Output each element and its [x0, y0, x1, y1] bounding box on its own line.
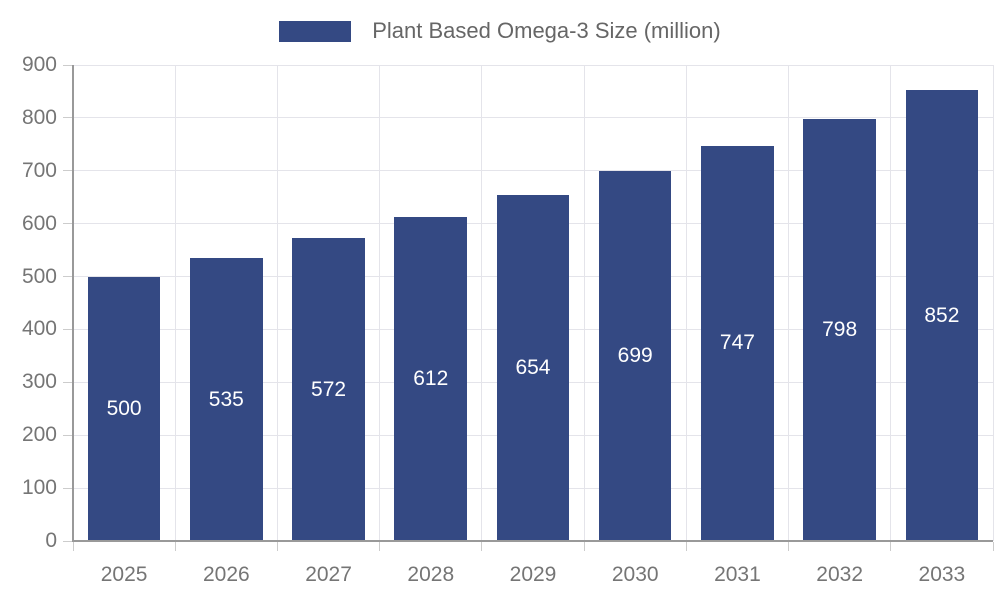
- bar-label: 535: [208, 387, 244, 411]
- bar-label: 654: [515, 356, 551, 380]
- y-axis-tick: [63, 276, 73, 278]
- x-axis-tick: [379, 542, 381, 551]
- y-axis-label: 300: [21, 370, 57, 394]
- bar[interactable]: 572: [292, 238, 365, 541]
- x-axis-tick: [788, 542, 790, 551]
- bar-label: 699: [617, 344, 653, 368]
- bar-label: 572: [311, 377, 347, 401]
- x-axis-tick: [174, 542, 176, 551]
- y-axis-tick: [63, 64, 73, 66]
- x-gridline: [174, 65, 176, 541]
- bar[interactable]: 654: [496, 195, 570, 541]
- bar[interactable]: 798: [803, 118, 876, 541]
- x-gridline: [992, 65, 994, 541]
- y-axis-tick: [63, 381, 73, 383]
- y-axis-label: 500: [21, 264, 57, 288]
- x-axis-label: 2027: [305, 563, 352, 586]
- x-axis-tick: [72, 542, 74, 551]
- x-axis-line: [73, 540, 993, 542]
- y-axis-label: 600: [21, 211, 57, 235]
- y-axis-label: 900: [21, 53, 57, 76]
- x-gridline: [890, 65, 892, 541]
- x-gridline: [481, 65, 483, 541]
- y-gridline: [73, 117, 993, 119]
- x-axis-label: 2030: [611, 563, 659, 586]
- x-axis-tick: [276, 542, 278, 551]
- bar[interactable]: 852: [905, 90, 979, 541]
- bar-label: 852: [924, 303, 960, 327]
- y-axis-label: 700: [21, 158, 57, 182]
- legend-label: Plant Based Omega-3 Size (million): [372, 18, 721, 43]
- x-gridline: [276, 65, 278, 541]
- bar-label: 612: [413, 367, 449, 391]
- legend-swatch: [279, 20, 352, 42]
- y-axis-tick: [63, 487, 73, 489]
- x-axis-tick: [481, 542, 483, 551]
- x-axis-label: 2032: [816, 563, 864, 586]
- y-axis-label: 400: [21, 317, 57, 341]
- x-axis-tick: [583, 542, 585, 551]
- bar-label: 500: [106, 396, 142, 420]
- y-axis-tick: [63, 117, 73, 119]
- x-axis-tick: [890, 542, 892, 551]
- x-gridline: [685, 65, 687, 541]
- x-axis-label: 2025: [100, 563, 148, 586]
- bar[interactable]: 500: [87, 276, 161, 541]
- legend-item[interactable]: Plant Based Omega-3 Size (million): [0, 18, 1000, 44]
- x-gridline: [583, 65, 585, 541]
- x-gridline: [788, 65, 790, 541]
- y-axis-label: 800: [21, 105, 57, 129]
- bar[interactable]: 747: [701, 145, 774, 541]
- y-axis-tick: [63, 170, 73, 172]
- bar[interactable]: 535: [190, 258, 263, 541]
- x-gridline: [379, 65, 381, 541]
- bar[interactable]: 699: [598, 171, 672, 541]
- bar[interactable]: 612: [394, 217, 468, 541]
- y-axis-tick: [63, 223, 73, 225]
- y-axis-line: [72, 65, 74, 542]
- bar-label: 798: [822, 317, 858, 341]
- y-axis-tick: [63, 328, 73, 330]
- y-axis-label: 0: [45, 529, 57, 552]
- x-axis-tick: [992, 542, 994, 551]
- x-axis-tick: [685, 542, 687, 551]
- x-axis-label: 2033: [918, 563, 966, 586]
- y-gridline: [73, 64, 993, 66]
- y-axis-label: 100: [21, 476, 57, 500]
- x-axis-label: 2029: [509, 563, 557, 586]
- y-axis-tick: [63, 540, 73, 542]
- x-axis-label: 2028: [407, 563, 455, 586]
- y-gridline: [73, 170, 993, 172]
- y-axis-tick: [63, 434, 73, 436]
- bar-label: 747: [719, 331, 755, 355]
- x-axis-label: 2031: [714, 563, 761, 586]
- y-axis-label: 200: [21, 423, 57, 447]
- x-axis-label: 2026: [202, 563, 250, 586]
